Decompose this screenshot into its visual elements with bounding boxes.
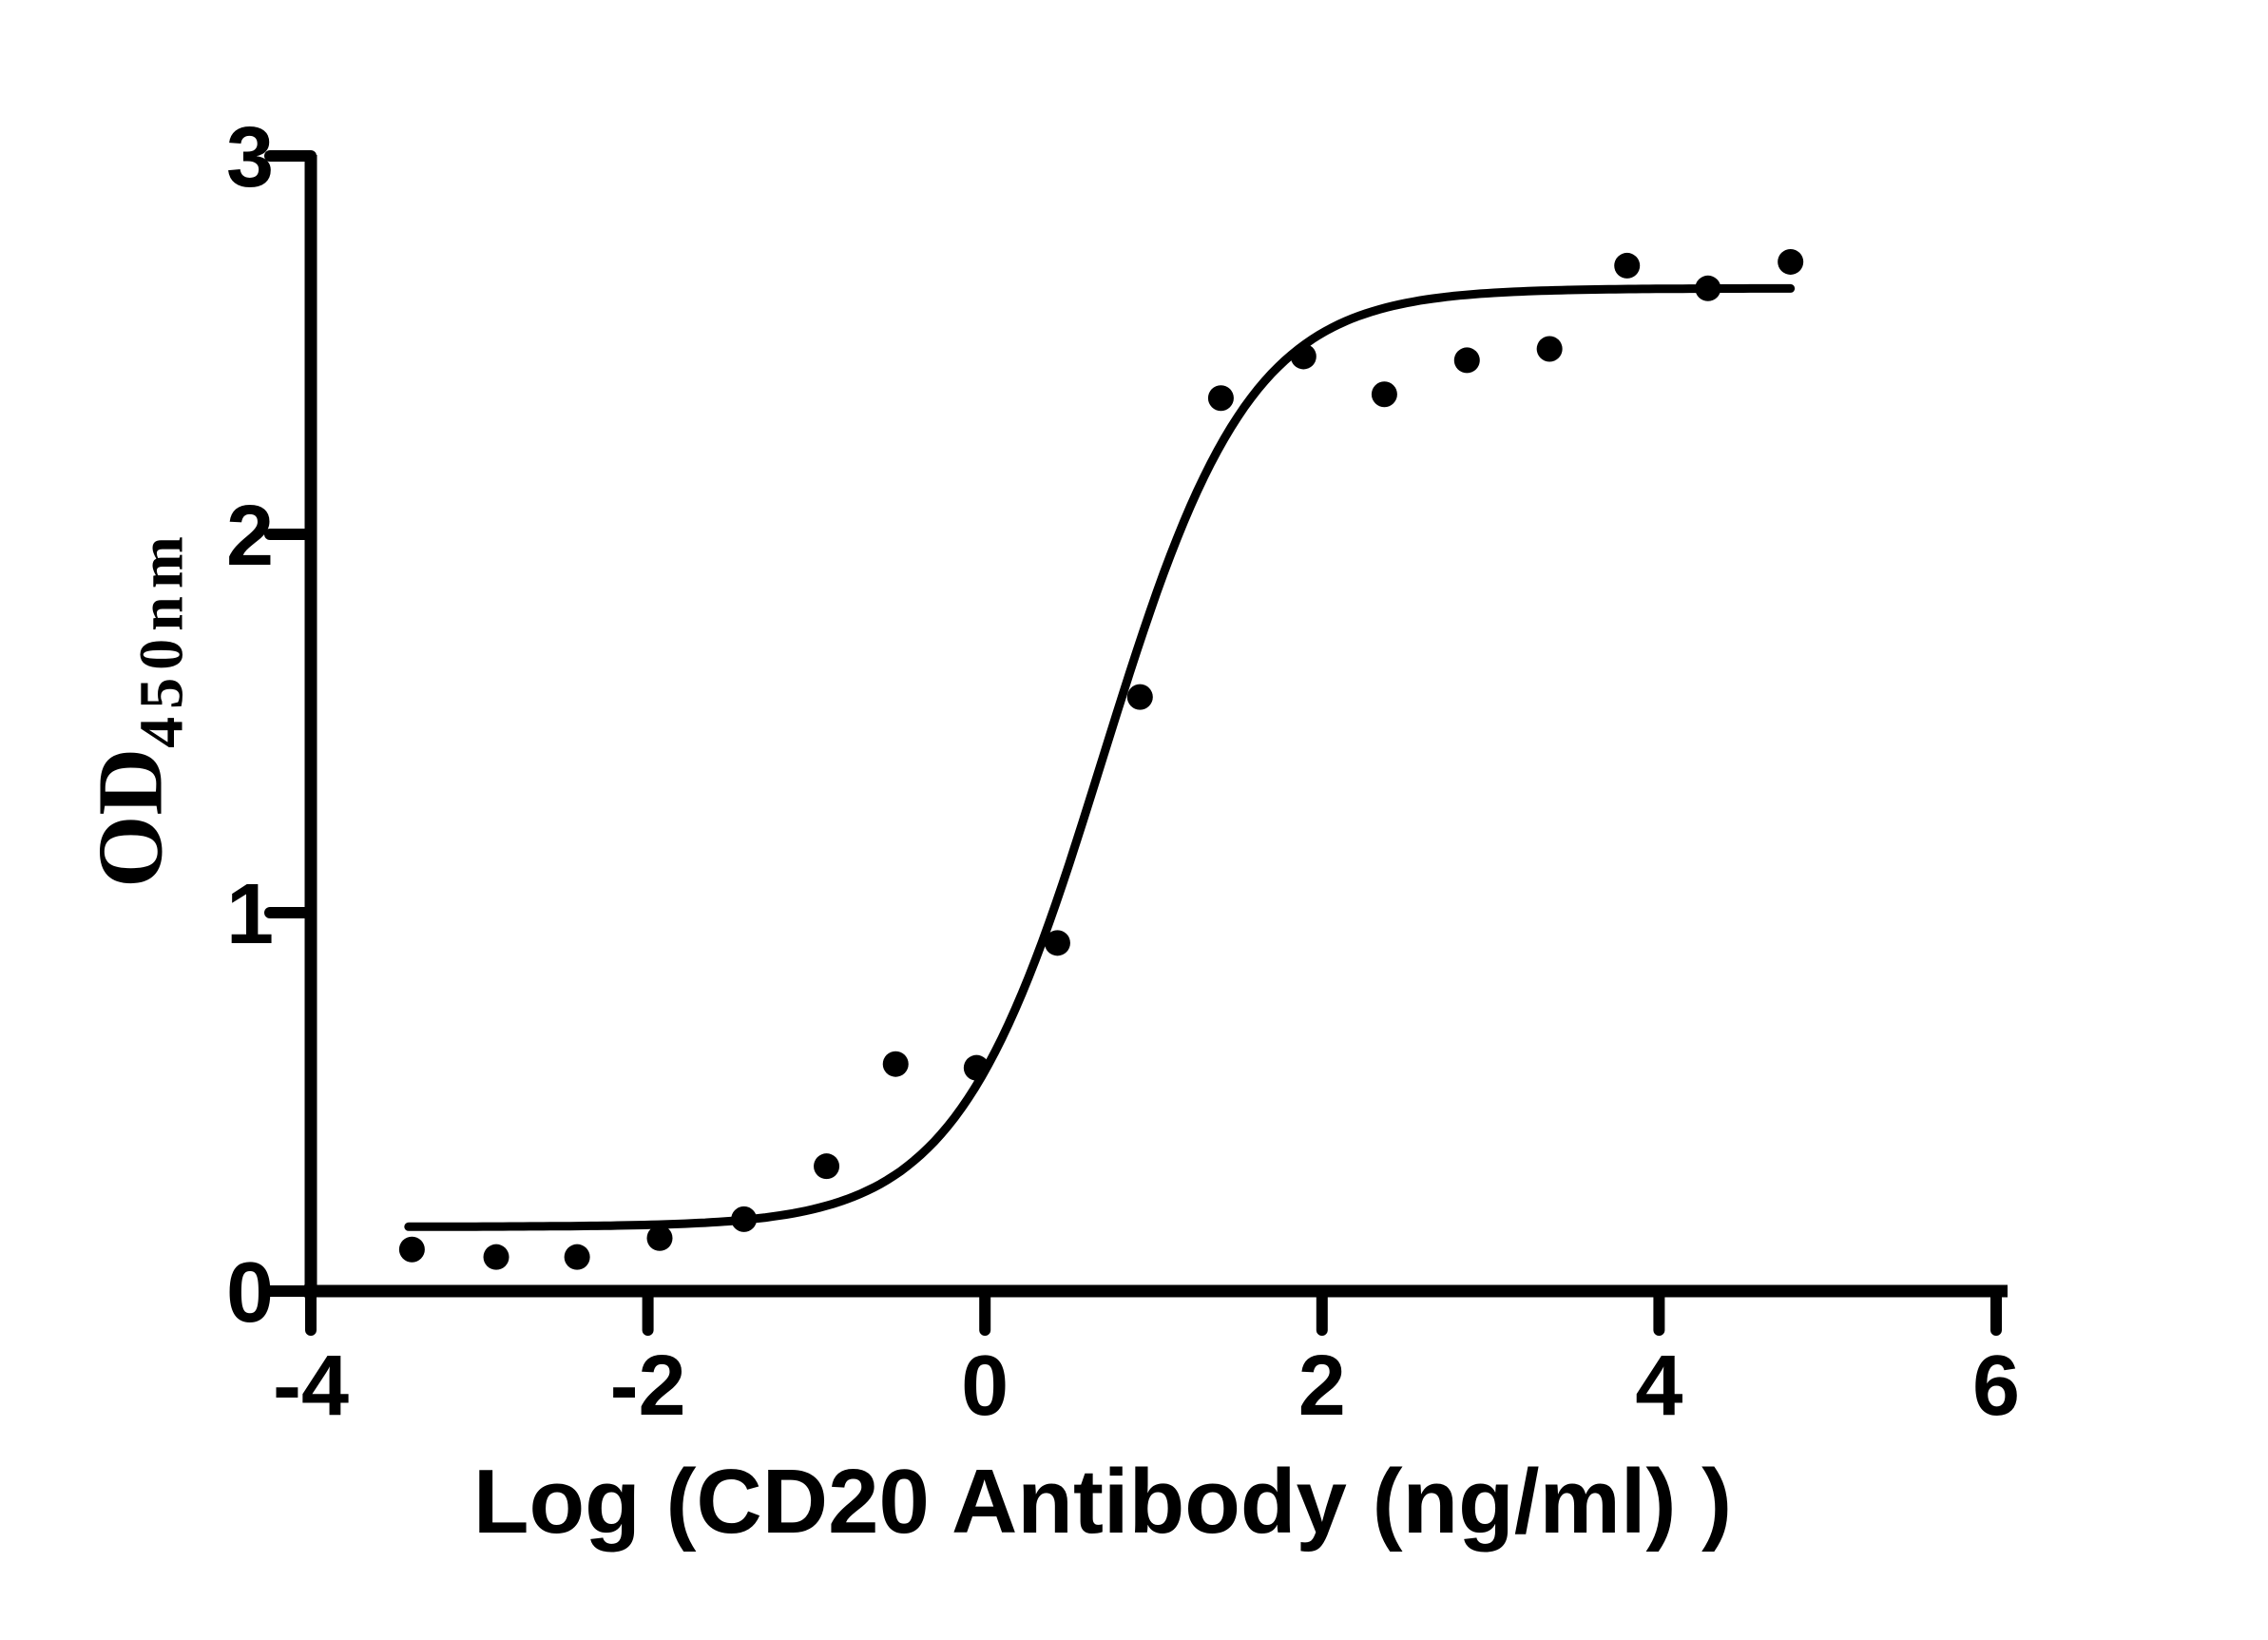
x-axis-title: Log (CD20 Antibody (ng/ml) ) bbox=[472, 1451, 1733, 1553]
x-tick-label: -4 bbox=[273, 1339, 349, 1434]
data-point bbox=[882, 1051, 909, 1077]
data-point bbox=[398, 1236, 425, 1263]
data-point bbox=[646, 1225, 673, 1251]
data-point bbox=[564, 1244, 590, 1270]
data-point bbox=[1371, 381, 1397, 408]
data-point bbox=[1290, 343, 1317, 370]
data-point bbox=[731, 1206, 758, 1232]
x-tick-label: -2 bbox=[610, 1339, 686, 1434]
data-point bbox=[963, 1054, 990, 1081]
data-point bbox=[1536, 336, 1563, 362]
y-axis-title-main: OD bbox=[79, 747, 183, 888]
y-axis-title: OD450nm bbox=[80, 529, 197, 888]
y-tick-label: 2 bbox=[226, 489, 274, 584]
data-point bbox=[1207, 385, 1234, 412]
fit-curve bbox=[404, 283, 1796, 1231]
data-point bbox=[483, 1244, 509, 1270]
data-point bbox=[1614, 252, 1641, 279]
data-point bbox=[1695, 275, 1721, 301]
y-tick-label: 3 bbox=[226, 110, 274, 205]
x-tick-label: 0 bbox=[961, 1339, 1009, 1434]
data-point bbox=[1044, 930, 1070, 956]
data-point bbox=[1453, 347, 1480, 374]
data-point bbox=[1126, 684, 1153, 710]
x-tick-label: 6 bbox=[1972, 1339, 2020, 1434]
y-tick-label: 1 bbox=[226, 867, 274, 962]
y-axis-title-subscript: 450nm bbox=[126, 529, 197, 748]
data-point bbox=[1778, 248, 1804, 275]
x-tick-label: 4 bbox=[1635, 1339, 1682, 1434]
y-tick-label: 0 bbox=[226, 1245, 274, 1341]
x-tick-label: 2 bbox=[1298, 1339, 1346, 1434]
data-point bbox=[814, 1153, 840, 1180]
